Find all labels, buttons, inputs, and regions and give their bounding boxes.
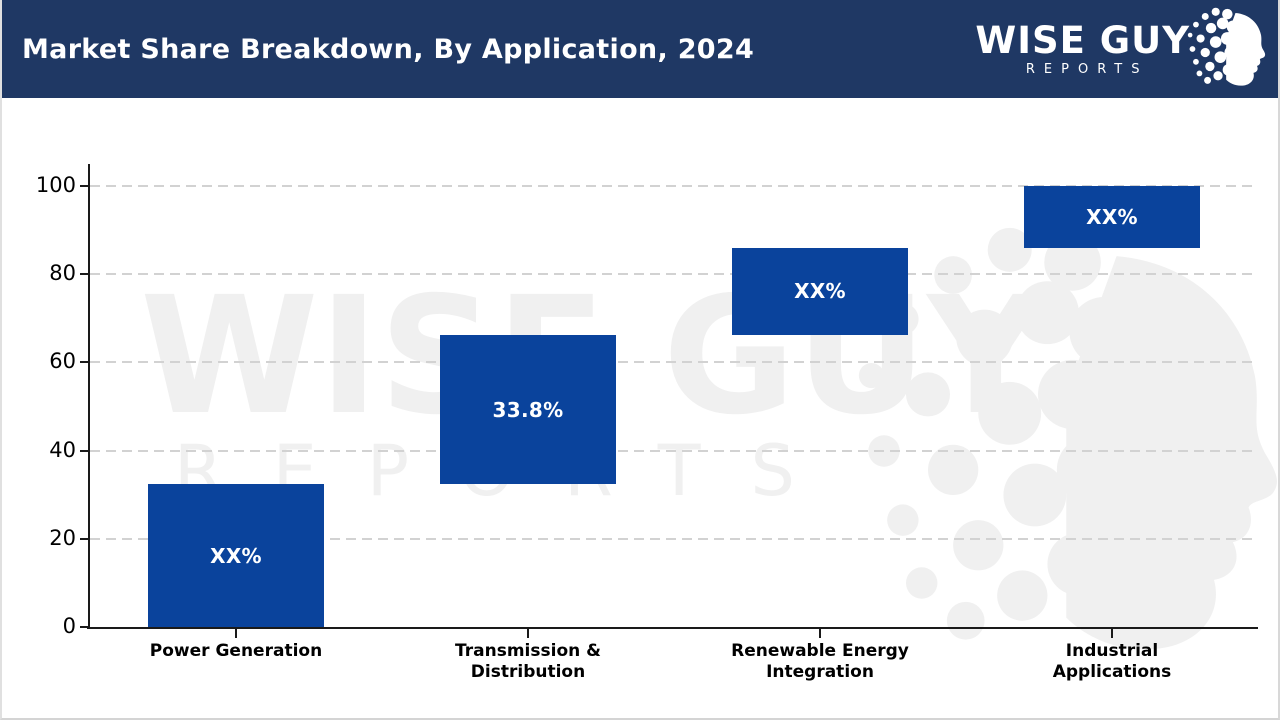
gridline <box>90 273 1258 276</box>
x-axis-spine <box>87 627 1258 629</box>
y-tick-label: 100 <box>35 173 76 197</box>
logo-wordmark: WISE GUY <box>975 18 1190 62</box>
logo-text: WISE GUY REPORTS <box>975 22 1190 77</box>
header-bar: Market Share Breakdown, By Application, … <box>2 0 1278 98</box>
gridline <box>90 449 1258 452</box>
bar-value-label: 33.8% <box>492 397 564 422</box>
logo-head-icon <box>1187 7 1266 86</box>
x-tick-mark <box>527 629 529 638</box>
chart-bar: 33.8% <box>440 335 616 485</box>
y-tick-mark <box>80 449 90 452</box>
gridline <box>90 537 1258 540</box>
watermark-head-icon <box>858 227 1277 650</box>
y-tick-label: 60 <box>49 349 76 374</box>
gridline <box>90 185 1258 187</box>
x-category-label: Transmission & Distribution <box>455 641 601 683</box>
chart-bar: XX% <box>148 484 324 627</box>
x-tick-mark <box>819 629 821 638</box>
logo-subtitle: REPORTS <box>1025 61 1149 77</box>
y-axis-spine <box>88 164 90 629</box>
x-category-label: Renewable Energy Integration <box>731 641 909 683</box>
y-tick-mark <box>80 185 90 187</box>
x-tick-mark <box>1111 629 1113 638</box>
x-category-label: Industrial Applications <box>1052 641 1172 683</box>
x-category-label: Power Generation <box>149 641 323 661</box>
y-tick-label: 40 <box>49 437 76 462</box>
chart-bar: XX% <box>1024 186 1200 248</box>
wise-guy-logo: WISE GUY REPORTS <box>975 6 1266 92</box>
bar-value-label: XX% <box>794 279 846 304</box>
gridline <box>90 361 1258 364</box>
y-tick-mark <box>80 273 90 276</box>
y-tick-label: 0 <box>62 614 76 638</box>
y-tick-mark <box>80 537 90 540</box>
bar-value-label: XX% <box>210 543 262 568</box>
x-tick-mark <box>235 629 237 638</box>
bar-value-label: XX% <box>1086 204 1138 229</box>
y-tick-label: 20 <box>49 525 76 550</box>
page-title: Market Share Breakdown, By Application, … <box>22 33 755 65</box>
y-tick-label: 80 <box>49 261 76 286</box>
chart-bar: XX% <box>732 247 908 336</box>
y-tick-mark <box>80 626 90 628</box>
y-tick-mark <box>80 361 90 364</box>
